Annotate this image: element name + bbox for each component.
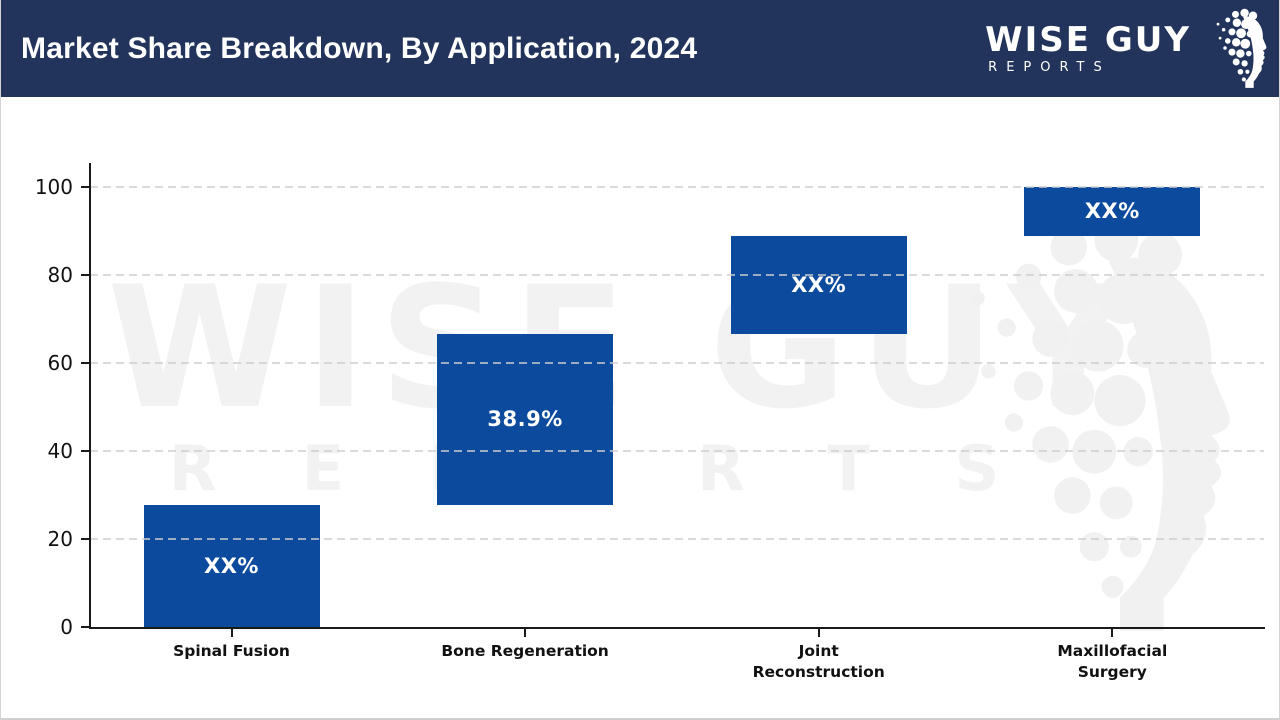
x-axis-tick: [817, 629, 820, 637]
x-axis-line: [89, 627, 1265, 629]
watermark-brand-name: WISE GUY: [107, 250, 1142, 446]
y-axis-tick-label: 80: [47, 263, 73, 287]
y-axis-tick: [81, 450, 89, 452]
x-axis-tick: [1111, 629, 1114, 637]
gridline: [90, 450, 1264, 452]
y-axis-tick-label: 0: [60, 615, 73, 639]
bar-value-label: XX%: [791, 272, 847, 297]
y-axis-tick-label: 60: [47, 351, 73, 375]
y-axis-tick: [81, 362, 89, 364]
bar-value-label: XX%: [1084, 199, 1140, 224]
x-axis-category-label: Spinal Fusion: [173, 642, 290, 660]
header-bar: Market Share Breakdown, By Application, …: [1, 0, 1279, 97]
head-dots-icon: [1216, 8, 1267, 88]
bar-joint-reconstruction: XX%: [730, 235, 907, 334]
y-axis-tick: [81, 274, 89, 276]
y-axis-line: [89, 163, 91, 629]
x-axis-tick: [524, 629, 527, 637]
chart-title: Market Share Breakdown, By Application, …: [21, 31, 698, 65]
gridline: [90, 362, 1264, 364]
brand-name: WISE GUY: [985, 19, 1191, 60]
gridline: [90, 274, 1264, 276]
y-axis-tick-label: 40: [47, 439, 73, 463]
x-axis-tick: [230, 629, 233, 637]
brand-subname: REPORTS: [988, 59, 1111, 75]
bar-maxillofacial-surgery: XX%: [1024, 187, 1201, 236]
y-axis-tick-label: 20: [47, 527, 73, 551]
bar-spinal-fusion: XX%: [143, 504, 320, 627]
gridline: [90, 186, 1264, 188]
gridline: [90, 538, 1264, 540]
x-axis-category-label: Bone Regeneration: [441, 642, 609, 660]
y-axis-tick-label: 100: [34, 175, 73, 199]
bar-bone-regeneration: 38.9%: [437, 333, 614, 505]
watermark-brand-subname: REPORTS: [169, 432, 1085, 505]
bar-value-label: 38.9%: [487, 407, 563, 432]
y-axis-tick: [81, 538, 89, 540]
y-axis-tick: [81, 186, 89, 188]
brand-logo: WISE GUY REPORTS: [985, 8, 1279, 90]
bar-value-label: XX%: [204, 553, 259, 578]
watermark-head-dots-icon: [970, 218, 1230, 631]
y-axis-tick: [81, 626, 89, 628]
brand-logo-text: WISE GUY REPORTS: [985, 23, 1191, 75]
x-axis-category-label: Joint Reconstruction: [752, 642, 885, 681]
x-axis-category-label: Maxillofacial Surgery: [1057, 642, 1168, 681]
